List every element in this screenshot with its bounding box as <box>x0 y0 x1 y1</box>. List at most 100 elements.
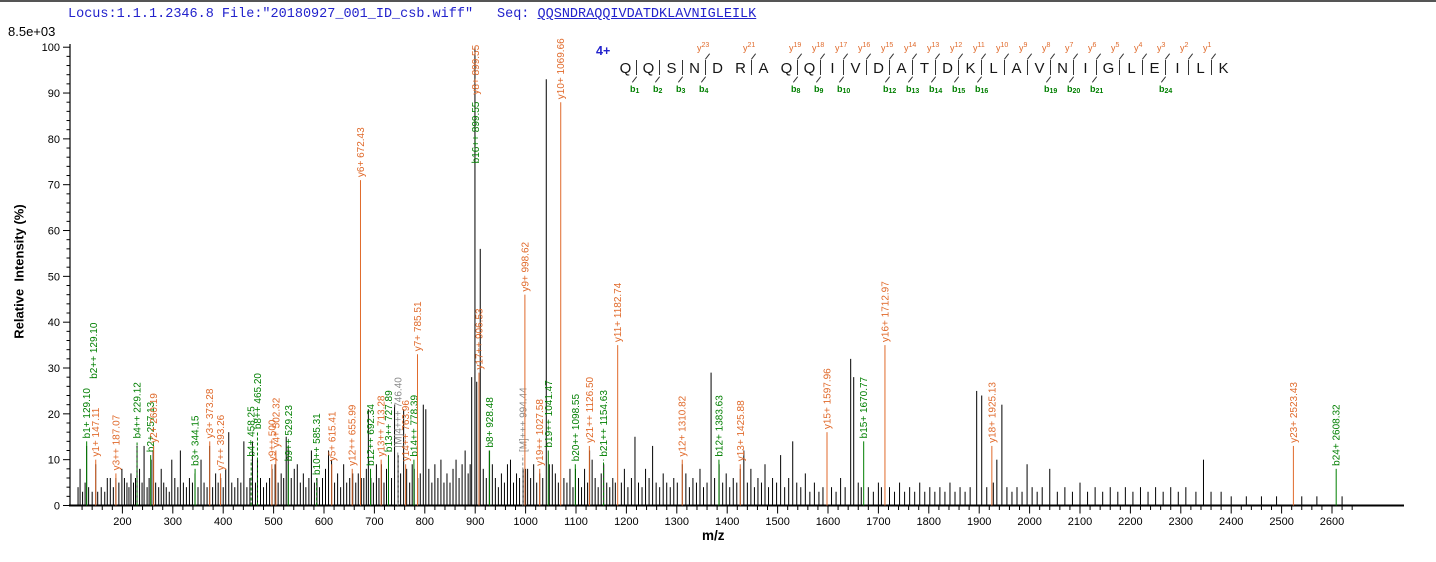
fragmentation-site: y15 b12 <box>881 42 896 95</box>
x-tick-label: 2400 <box>1219 516 1243 528</box>
x-tick-label: 800 <box>416 516 434 528</box>
peak-label: y4+ 502.32 <box>271 397 282 447</box>
fragmentation-site: y4 <box>1134 42 1148 78</box>
y-tick-label: 100 <box>42 42 60 54</box>
fragmentation-site: y5 <box>1111 42 1125 78</box>
x-tick-label: 2300 <box>1169 516 1193 528</box>
x-tick-label: 1100 <box>564 516 588 528</box>
b-ion-tick-icon <box>792 76 799 83</box>
fragment-bar-icon <box>1050 60 1051 75</box>
x-tick-label: 1300 <box>665 516 689 528</box>
peak-label: y7+ 785.51 <box>413 301 424 351</box>
y-ion-tick-icon <box>1095 53 1102 60</box>
fragmentation-site: y21 <box>743 42 757 78</box>
y-ion-tick-icon <box>819 53 826 60</box>
b-ion-label: b15 <box>952 84 966 95</box>
peak-label: b14++ 778.39 <box>409 395 420 457</box>
peak-label: b20++ 1098.55 <box>571 394 582 462</box>
fragmentation-site: y18 b9 <box>812 42 826 95</box>
residue: L <box>1196 59 1205 77</box>
peak-label: b4+ 458.25 <box>247 406 258 457</box>
b-ion-label: b14 <box>929 84 943 95</box>
residue: Q <box>803 59 816 77</box>
b-ion-label: b3 <box>676 84 686 95</box>
residue: Q <box>619 59 632 77</box>
y-ion-label: y18 <box>812 42 825 53</box>
fragment-bar-icon <box>659 60 660 75</box>
peak-label: b19++ 1041.47 <box>544 380 555 448</box>
b-ion-tick-icon <box>930 76 937 83</box>
peak-label: y1+ 147.11 <box>91 407 102 456</box>
fragmentation-site: y17 b10 <box>835 42 850 95</box>
y-ion-label: y21 <box>743 42 756 53</box>
y-ion-label: y2 <box>1180 42 1189 53</box>
fragment-bar-icon <box>1165 60 1166 75</box>
residue: G <box>1102 59 1115 77</box>
x-tick-label: 2100 <box>1068 516 1092 528</box>
peak-label: b24+ 2608.32 <box>1332 404 1343 466</box>
x-axis-title: m/z <box>702 528 725 543</box>
b-ion-label: b10 <box>837 84 851 95</box>
peak-label: b2+ 257.13 <box>146 401 157 452</box>
fragment-bar-icon <box>1027 60 1028 75</box>
fragment-bar-icon <box>797 60 798 75</box>
b-ion-label: b21 <box>1090 84 1104 95</box>
peak-label: b9++ 529.23 <box>284 405 295 462</box>
window-top-edge <box>0 0 1436 2</box>
b-ion-tick-icon <box>631 76 638 83</box>
y-ion-tick-icon <box>888 53 895 60</box>
x-tick-label: 1200 <box>614 516 638 528</box>
peak-label: b12+ 1383.63 <box>714 395 725 457</box>
y-ion-label: y16 <box>858 42 871 53</box>
residue: L <box>1127 59 1136 77</box>
fragmentation-site: y16 <box>858 42 872 78</box>
peak-label: y13+ 1425.88 <box>736 400 747 461</box>
y-tick-label: 20 <box>48 409 60 421</box>
x-tick-label: 1000 <box>513 516 537 528</box>
fragment-bar-icon <box>1119 60 1120 75</box>
b-ion-tick-icon <box>884 76 891 83</box>
b-ion-label: b12 <box>883 84 897 95</box>
y-ion-tick-icon <box>1049 53 1056 60</box>
peak-label: y19++ 1027.58 <box>535 399 546 466</box>
y-ion-tick-icon <box>704 53 711 60</box>
b-ion-label: b20 <box>1067 84 1081 95</box>
peak-label: b3+ 344.15 <box>191 415 202 466</box>
residue: N <box>689 59 700 77</box>
x-tick-label: 1600 <box>816 516 840 528</box>
x-tick-label: 200 <box>113 516 131 528</box>
fragmentation-site: b2 <box>653 58 664 95</box>
peak-label: b21++ 1154.63 <box>599 390 610 457</box>
b-ion-label: b4 <box>699 84 709 95</box>
b-ion-tick-icon <box>654 76 661 83</box>
fragment-bar-icon <box>1004 60 1005 75</box>
y-ion-tick-icon <box>1164 53 1171 60</box>
y-ion-label: y11 <box>973 42 985 53</box>
y-ion-tick-icon <box>796 53 803 60</box>
fragmentation-site: y23 b4 <box>697 42 711 95</box>
peak-label: b2++ 129.10 <box>89 322 100 379</box>
residue: T <box>919 59 930 77</box>
fragment-bar-icon <box>1073 60 1074 75</box>
peak-label: y8+ 899.55 <box>471 44 482 94</box>
x-tick-label: 1400 <box>715 516 739 528</box>
y-tick-label: 0 <box>54 501 60 513</box>
fragment-bar-icon <box>705 60 706 75</box>
y-tick-label: 60 <box>48 226 60 238</box>
peak-label: y21++ 1126.50 <box>585 376 596 442</box>
fragmentation-site <box>771 58 779 78</box>
y-ion-tick-icon <box>1003 53 1010 60</box>
fragment-bar-icon <box>912 60 913 75</box>
peak-label: y12++ 655.99 <box>348 404 359 466</box>
b-ion-label: b9 <box>814 84 824 95</box>
peak-label: y12+ 1310.82 <box>678 395 689 456</box>
y-ion-tick-icon <box>865 53 872 60</box>
fragment-bar-icon <box>981 60 982 75</box>
peak-label: y7++ 393.26 <box>216 414 227 470</box>
y-ion-tick-icon <box>1026 53 1033 60</box>
x-tick-label: 1800 <box>917 516 941 528</box>
peak-label: y14++ 763.96 <box>401 400 412 462</box>
y-tick-label: 50 <box>48 271 60 283</box>
residue: I <box>830 59 835 77</box>
